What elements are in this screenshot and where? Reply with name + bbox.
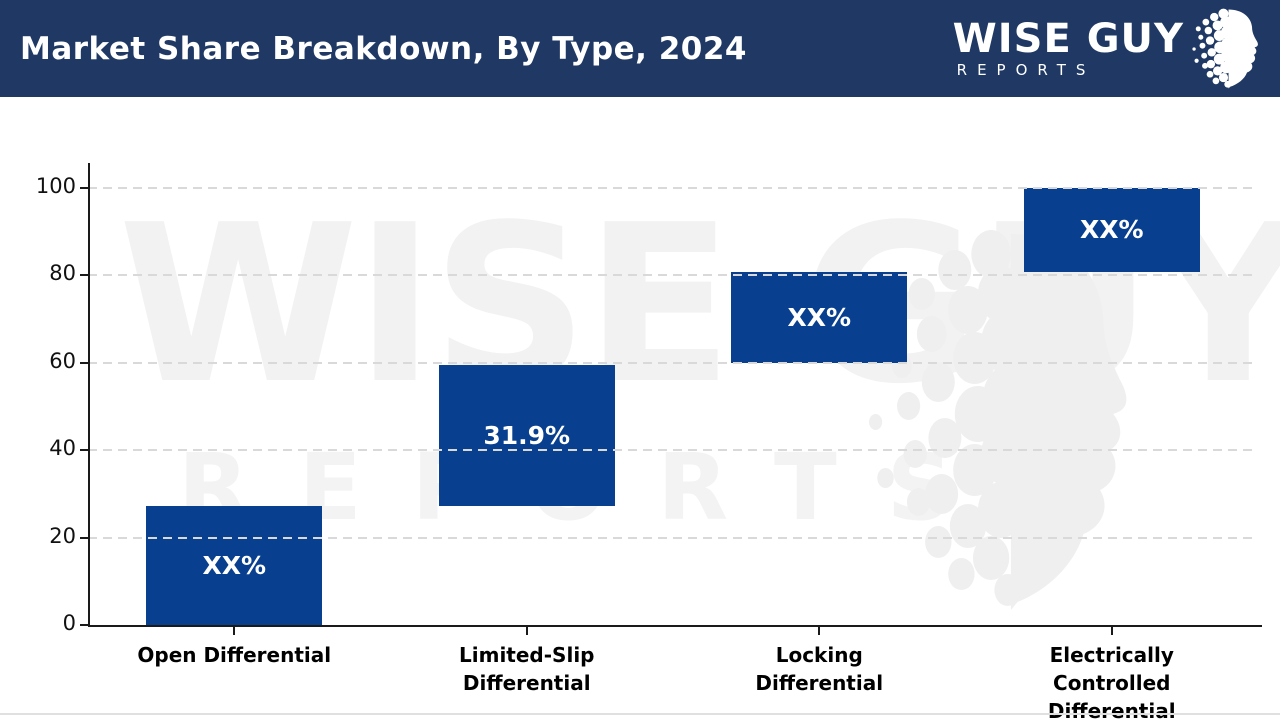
y-tick-label: 80 (49, 261, 76, 285)
y-tick-mark (80, 449, 88, 451)
header-bar: Market Share Breakdown, By Type, 2024 WI… (0, 0, 1280, 97)
x-category-label-line: Differential (1047, 699, 1176, 720)
y-tick-mark (80, 624, 88, 626)
x-tick-mark (525, 627, 528, 635)
x-category-label-line: Differential (755, 671, 884, 695)
x-category-label: Electrically Controlled Differential (966, 641, 1259, 720)
bar-value-label: XX% (1079, 215, 1144, 244)
page-title: Market Share Breakdown, By Type, 2024 (20, 30, 748, 67)
x-category-label-line: Differential (462, 671, 591, 695)
plot-area: 0 20 40 60 80 100 XX% Open Differential 31.9% Lim… (0, 97, 1280, 720)
x-category-label-line: Electrically (1049, 643, 1174, 667)
gridline (88, 536, 1256, 539)
x-tick-mark (818, 627, 821, 635)
gridline (88, 449, 1256, 451)
y-tick-label: 60 (49, 348, 76, 373)
y-tick-mark (80, 274, 88, 276)
bar: 31.9% (438, 364, 615, 506)
x-tick-mark (233, 627, 236, 635)
bar: XX% (1023, 187, 1200, 272)
wise-guy-logo: WISE GUY REPORTS (953, 5, 1280, 93)
x-category-label: Open Differential (88, 641, 381, 669)
y-axis-spine (88, 163, 90, 625)
y-tick-label: 40 (49, 436, 76, 460)
gridline (88, 274, 1256, 276)
x-tick-mark (1110, 627, 1113, 635)
x-category-label: Limited-Slip Differential (381, 641, 674, 697)
bottom-divider (0, 713, 1280, 715)
x-category-label-line: Open Differential (137, 643, 332, 667)
logo-name-text: WISE GUY (952, 15, 1184, 62)
bar-value-label: 31.9% (483, 420, 571, 450)
bar: XX% (146, 506, 323, 625)
y-tick-mark (80, 536, 88, 539)
x-category-label: Locking Differential (673, 641, 966, 697)
bar-value-label: XX% (202, 551, 267, 580)
gridline (88, 186, 1256, 189)
gridline (88, 361, 1256, 364)
logo-head-icon (1192, 8, 1258, 88)
x-category-label-line: Locking (775, 643, 863, 667)
logo-text: WISE GUY REPORTS (953, 19, 1184, 79)
watermark-head-icon (869, 230, 1127, 610)
x-category-label-line: Limited-Slip (459, 643, 595, 667)
y-tick-mark (80, 361, 88, 364)
y-tick-label: 0 (62, 611, 76, 635)
y-tick-label: 100 (35, 173, 76, 198)
y-tick-label: 20 (49, 523, 76, 548)
bar: XX% (731, 271, 908, 363)
x-axis-spine (88, 625, 1262, 627)
bar-value-label: XX% (787, 302, 852, 332)
logo-sub-text: REPORTS (956, 60, 1096, 79)
y-tick-mark (80, 186, 88, 189)
x-category-label-line: Controlled (1053, 671, 1171, 695)
